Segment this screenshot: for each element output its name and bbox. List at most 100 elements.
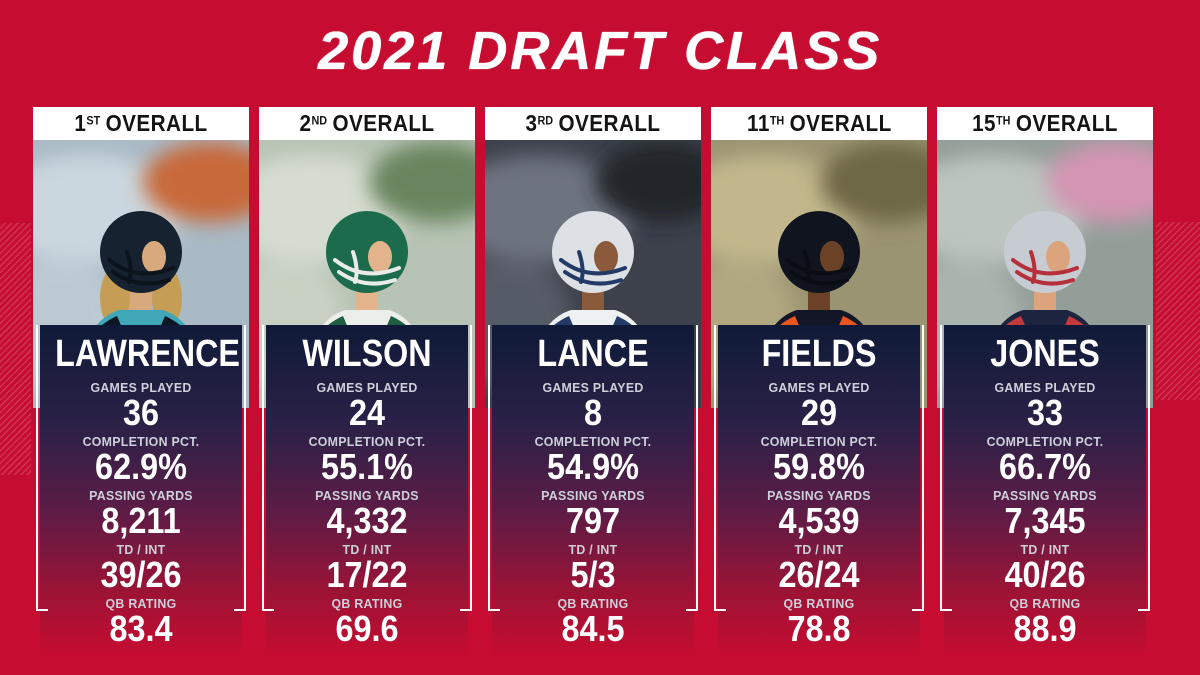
stat-label: GAMES PLAYED bbox=[90, 380, 192, 395]
stat-label: PASSING YARDS bbox=[993, 488, 1097, 503]
stat-item: PASSING YARDS 7,345 bbox=[944, 488, 1146, 539]
stat-value: 59.8% bbox=[773, 446, 865, 487]
stat-value: 88.9 bbox=[1013, 608, 1077, 649]
stat-label: TD / INT bbox=[116, 542, 166, 557]
stats-panel: JONES GAMES PLAYED 33 COMPLETION PCT. 66… bbox=[944, 325, 1146, 657]
stat-value: 5/3 bbox=[570, 554, 616, 595]
stat-label: GAMES PLAYED bbox=[994, 380, 1096, 395]
stat-item: QB RATING 69.6 bbox=[266, 596, 468, 647]
stat-value: 40/26 bbox=[1004, 554, 1086, 595]
pick-word: OVERALL bbox=[1015, 110, 1118, 136]
stat-item: GAMES PLAYED 29 bbox=[718, 380, 920, 431]
stat-value: 62.9% bbox=[95, 446, 187, 487]
stat-item: COMPLETION PCT. 62.9% bbox=[40, 434, 242, 485]
helmet-facemask bbox=[107, 250, 175, 286]
bg-stripe-left bbox=[0, 223, 31, 475]
player-face bbox=[820, 241, 844, 273]
pick-header-label: 2ND OVERALL bbox=[299, 110, 434, 137]
pick-ordinal-suffix: RD bbox=[537, 113, 554, 128]
stat-value: 84.5 bbox=[561, 608, 625, 649]
photo-blur-blob bbox=[595, 142, 701, 222]
pick-header-label: 15TH OVERALL bbox=[972, 110, 1118, 137]
stat-value: 83.4 bbox=[109, 608, 173, 649]
stat-label: QB RATING bbox=[331, 596, 403, 611]
stat-value: 36 bbox=[122, 392, 160, 433]
stat-item: COMPLETION PCT. 54.9% bbox=[492, 434, 694, 485]
pick-number: 3 bbox=[525, 110, 538, 136]
stat-label: COMPLETION PCT. bbox=[986, 434, 1104, 449]
stat-item: PASSING YARDS 797 bbox=[492, 488, 694, 539]
stat-label: QB RATING bbox=[105, 596, 177, 611]
player-name: LAWRENCE bbox=[55, 333, 240, 375]
stat-label: GAMES PLAYED bbox=[542, 380, 644, 395]
stat-label: TD / INT bbox=[342, 542, 392, 557]
pick-ordinal-suffix: ND bbox=[311, 113, 328, 128]
helmet-facemask bbox=[785, 250, 853, 286]
stats-list: GAMES PLAYED 29 COMPLETION PCT. 59.8% PA… bbox=[718, 380, 920, 647]
stat-item: GAMES PLAYED 8 bbox=[492, 380, 694, 431]
stat-item: GAMES PLAYED 33 bbox=[944, 380, 1146, 431]
player-face bbox=[594, 241, 618, 273]
stat-item: COMPLETION PCT. 59.8% bbox=[718, 434, 920, 485]
helmet-facemask bbox=[1011, 250, 1079, 286]
stats-panel: FIELDS GAMES PLAYED 29 COMPLETION PCT. 5… bbox=[718, 325, 920, 657]
pick-header-label: 3RD OVERALL bbox=[525, 110, 660, 137]
stat-label: QB RATING bbox=[1009, 596, 1081, 611]
stat-label: TD / INT bbox=[1020, 542, 1070, 557]
player-face bbox=[142, 241, 166, 273]
pick-header: 15TH OVERALL bbox=[937, 107, 1153, 140]
stats-list: GAMES PLAYED 8 COMPLETION PCT. 54.9% PAS… bbox=[492, 380, 694, 647]
player-name: FIELDS bbox=[761, 333, 877, 375]
photo-blur-blob bbox=[821, 142, 927, 222]
stat-label: TD / INT bbox=[568, 542, 618, 557]
pick-number: 11 bbox=[746, 110, 770, 136]
stat-label: COMPLETION PCT. bbox=[760, 434, 878, 449]
stat-value: 797 bbox=[565, 500, 621, 541]
stat-value: 24 bbox=[348, 392, 386, 433]
stat-label: QB RATING bbox=[557, 596, 629, 611]
stat-item: QB RATING 78.8 bbox=[718, 596, 920, 647]
stats-list: GAMES PLAYED 24 COMPLETION PCT. 55.1% PA… bbox=[266, 380, 468, 647]
stat-item: TD / INT 26/24 bbox=[718, 542, 920, 593]
stat-item: QB RATING 84.5 bbox=[492, 596, 694, 647]
stat-label: QB RATING bbox=[783, 596, 855, 611]
bg-stripe-right bbox=[1156, 222, 1200, 400]
bracket-right bbox=[460, 325, 472, 611]
stat-item: TD / INT 39/26 bbox=[40, 542, 242, 593]
stats-list: GAMES PLAYED 36 COMPLETION PCT. 62.9% PA… bbox=[40, 380, 242, 647]
stat-label: COMPLETION PCT. bbox=[82, 434, 200, 449]
bracket-left bbox=[262, 325, 274, 611]
bracket-right bbox=[912, 325, 924, 611]
pick-ordinal-suffix: ST bbox=[86, 113, 101, 128]
stat-value: 8,211 bbox=[101, 500, 181, 541]
pick-number: 1 bbox=[74, 110, 87, 136]
pick-header: 2ND OVERALL bbox=[259, 107, 475, 140]
player-card: 2ND OVERALL 2 WILSON bbox=[259, 107, 475, 675]
stat-label: TD / INT bbox=[794, 542, 844, 557]
stat-item: PASSING YARDS 4,332 bbox=[266, 488, 468, 539]
pick-number: 15 bbox=[972, 110, 997, 136]
photo-blur-blob bbox=[369, 142, 475, 222]
stat-item: TD / INT 40/26 bbox=[944, 542, 1146, 593]
stat-value: 69.6 bbox=[335, 608, 399, 649]
pick-number: 2 bbox=[299, 110, 312, 136]
stats-list: GAMES PLAYED 33 COMPLETION PCT. 66.7% PA… bbox=[944, 380, 1146, 647]
pick-header: 3RD OVERALL bbox=[485, 107, 701, 140]
bracket-right bbox=[686, 325, 698, 611]
player-face bbox=[368, 241, 392, 273]
bracket-left bbox=[940, 325, 952, 611]
stat-item: PASSING YARDS 4,539 bbox=[718, 488, 920, 539]
stat-item: QB RATING 83.4 bbox=[40, 596, 242, 647]
pick-ordinal-suffix: TH bbox=[996, 113, 1011, 128]
stat-item: COMPLETION PCT. 66.7% bbox=[944, 434, 1146, 485]
stat-item: PASSING YARDS 8,211 bbox=[40, 488, 242, 539]
pick-word: OVERALL bbox=[789, 110, 892, 136]
stats-panel: LAWRENCE GAMES PLAYED 36 COMPLETION PCT.… bbox=[40, 325, 242, 657]
helmet-facemask bbox=[333, 250, 401, 286]
stats-panel: WILSON GAMES PLAYED 24 COMPLETION PCT. 5… bbox=[266, 325, 468, 657]
photo-blur-blob bbox=[1047, 142, 1153, 222]
